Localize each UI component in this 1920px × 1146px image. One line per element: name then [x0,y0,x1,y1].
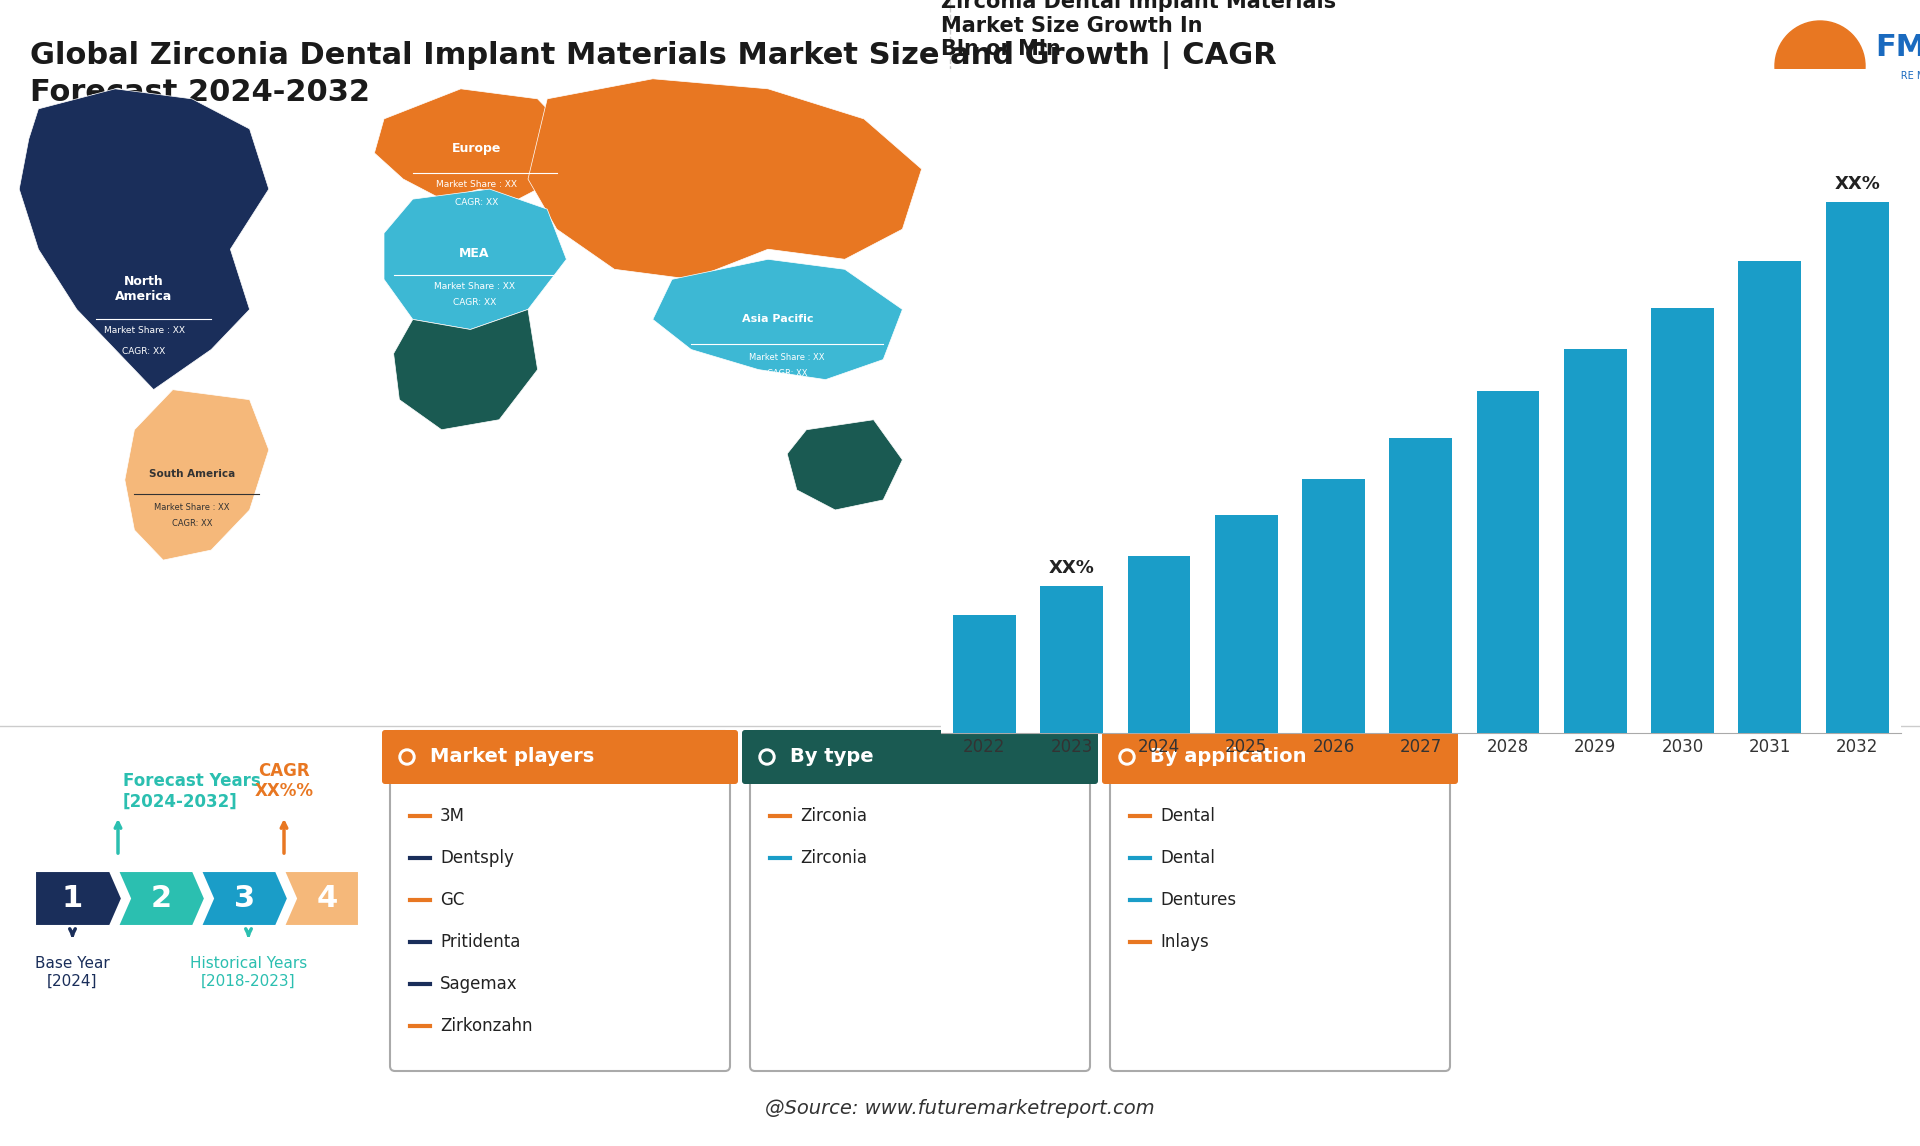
Text: Forecast Years
[2024-2032]: Forecast Years [2024-2032] [123,771,261,810]
Text: GC: GC [440,890,465,909]
Text: Pritidenta: Pritidenta [440,933,520,951]
Polygon shape [284,871,359,926]
Polygon shape [117,871,205,926]
Text: CAGR: XX: CAGR: XX [455,198,497,207]
Bar [1826,202,1889,733]
Text: XX%: XX% [1048,559,1094,576]
Text: Asia Pacific: Asia Pacific [741,314,814,324]
Polygon shape [394,309,538,430]
Text: Zirconia: Zirconia [801,807,868,825]
Text: CAGR: XX: CAGR: XX [171,519,213,528]
FancyBboxPatch shape [751,731,1091,1072]
Circle shape [399,749,415,766]
Text: 2: 2 [152,884,173,913]
Text: Market Share : XX: Market Share : XX [154,503,230,512]
Bar [1041,586,1104,733]
Text: FUTURE MARKET REPORT: FUTURE MARKET REPORT [1876,71,1920,81]
Text: 1: 1 [61,884,83,913]
Polygon shape [384,189,566,329]
Bar [1738,261,1801,733]
Text: North
America: North America [115,275,173,304]
Text: CAGR: XX: CAGR: XX [123,346,165,355]
Polygon shape [19,89,269,390]
Text: Market Share : XX: Market Share : XX [434,282,515,291]
Text: Dental: Dental [1160,807,1215,825]
Circle shape [758,749,776,766]
Text: Market Share : XX: Market Share : XX [104,327,184,336]
Text: CAGR
XX%%: CAGR XX%% [255,762,313,800]
Text: Europe: Europe [451,142,501,156]
Polygon shape [202,871,288,926]
Text: Dentsply: Dentsply [440,849,515,868]
Bar [1302,479,1365,733]
Text: Zirkonzahn: Zirkonzahn [440,1017,532,1035]
Bar [1651,308,1715,733]
Text: Historical Years
[2018-2023]: Historical Years [2018-2023] [190,956,307,988]
Text: Inlays: Inlays [1160,933,1210,951]
Bar [1215,515,1277,733]
Polygon shape [653,259,902,379]
Text: 4: 4 [317,884,338,913]
Text: By application: By application [1150,747,1306,767]
Bar [1476,391,1540,733]
Polygon shape [528,79,922,280]
Polygon shape [787,419,902,510]
Text: @Source: www.futuremarketreport.com: @Source: www.futuremarketreport.com [766,1099,1154,1118]
Polygon shape [125,390,269,560]
Text: CAGR: XX: CAGR: XX [453,298,495,307]
Text: 3M: 3M [440,807,465,825]
Text: Zirconia: Zirconia [801,849,868,868]
Text: FMR: FMR [1876,33,1920,63]
Text: Sagemax: Sagemax [440,975,518,992]
Text: South America: South America [150,469,234,479]
Circle shape [401,752,413,762]
Circle shape [1774,21,1864,111]
Text: Dental: Dental [1160,849,1215,868]
FancyBboxPatch shape [741,730,1098,784]
Circle shape [1121,752,1133,762]
Text: 3: 3 [234,884,255,913]
Circle shape [1119,749,1135,766]
Text: Forecast 2024-2032: Forecast 2024-2032 [31,78,371,107]
Circle shape [762,752,772,762]
FancyBboxPatch shape [390,731,730,1072]
Text: Market players: Market players [430,747,595,767]
Text: Market Share : XX: Market Share : XX [749,353,826,361]
Bar [952,615,1016,733]
Text: Zirconia Dental Implant Materials
Market Size Growth In
Bln or Mln: Zirconia Dental Implant Materials Market… [941,0,1336,58]
Text: CAGR: XX: CAGR: XX [766,369,808,377]
Bar [1565,350,1626,733]
Bar [1390,438,1452,733]
FancyBboxPatch shape [1110,731,1450,1072]
Bar [1127,556,1190,733]
Text: Dentures: Dentures [1160,890,1236,909]
FancyBboxPatch shape [382,730,737,784]
Polygon shape [374,89,576,199]
Text: Base Year
[2024]: Base Year [2024] [35,956,109,988]
Text: Global Zirconia Dental Implant Materials Market Size and Growth | CAGR: Global Zirconia Dental Implant Materials… [31,41,1277,71]
Text: MEA: MEA [459,246,490,260]
Text: XX%: XX% [1834,175,1880,193]
Polygon shape [35,871,123,926]
Text: Market Share : XX: Market Share : XX [436,180,516,189]
Text: By type: By type [789,747,874,767]
FancyBboxPatch shape [1102,730,1457,784]
